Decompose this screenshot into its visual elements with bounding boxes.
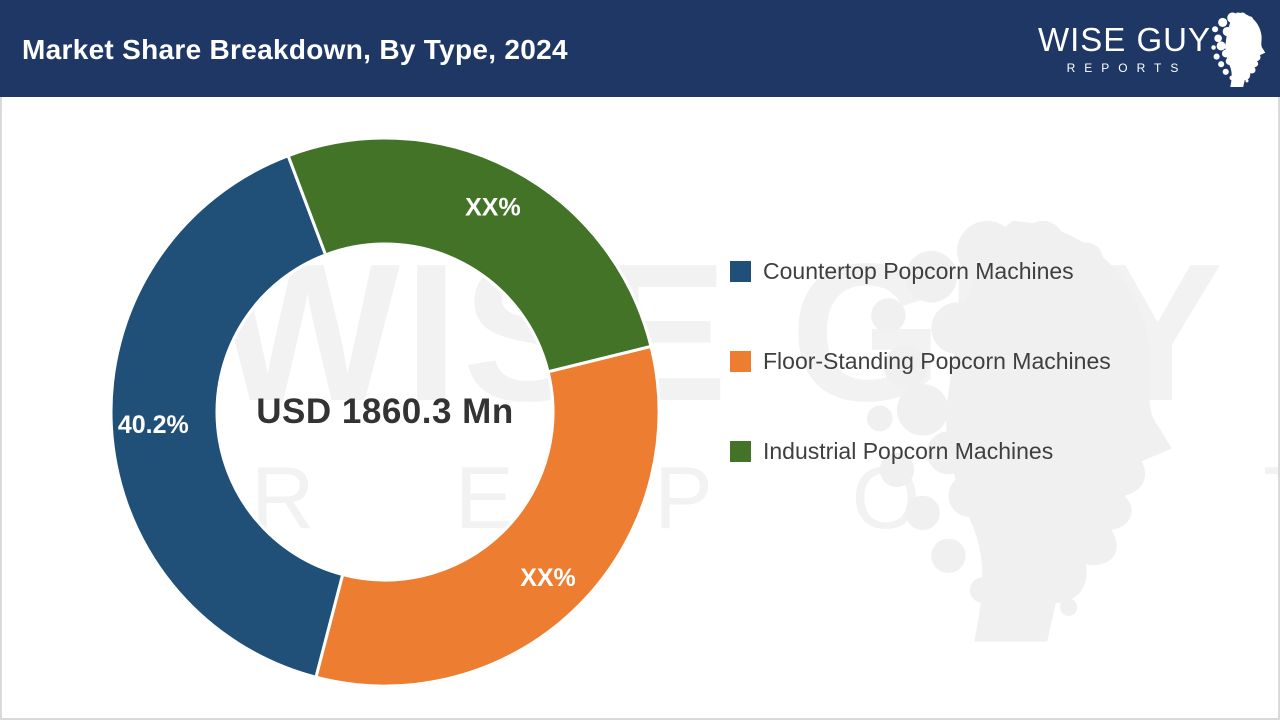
legend-item: Countertop Popcorn Machines <box>730 258 1111 284</box>
legend-item-label: Countertop Popcorn Machines <box>763 257 1074 284</box>
donut-segment-value-label: XX% <box>465 193 521 221</box>
logo-subtext: REPORTS <box>1066 61 1188 75</box>
donut-segment-1 <box>314 344 661 688</box>
legend-item: Floor-Standing Popcorn Machines <box>730 348 1111 374</box>
header: Market Share Breakdown, By Type, 2024 WI… <box>0 0 1280 97</box>
donut-segment-2 <box>286 136 653 374</box>
page-title: Market Share Breakdown, By Type, 2024 <box>22 34 568 65</box>
chart-area: WISE GUY R E P O R T S 40.2%XX%XX% USD 1… <box>0 97 1280 720</box>
logo-wordmark: WISE GUY <box>1037 21 1211 58</box>
logo-text: WISE GUY REPORTS <box>1038 23 1211 75</box>
donut-segment-value-label: XX% <box>520 564 576 592</box>
legend-swatch <box>730 260 751 282</box>
legend-item: Industrial Popcorn Machines <box>730 438 1111 464</box>
legend-swatch <box>730 350 751 372</box>
legend-item-label: Industrial Popcorn Machines <box>763 437 1054 464</box>
donut-segment-value-label: 40.2% <box>118 411 189 439</box>
legend-item-label: Floor-Standing Popcorn Machines <box>763 347 1111 374</box>
donut-segment-0 <box>109 154 345 679</box>
wiseguy-logo: WISE GUY REPORTS <box>1038 7 1266 91</box>
legend: Countertop Popcorn Machines Floor-Standin… <box>730 258 1111 464</box>
legend-swatch <box>730 440 751 462</box>
wiseguy-face-icon <box>1211 12 1266 87</box>
donut-chart: 40.2% XX% XX% <box>109 136 661 688</box>
